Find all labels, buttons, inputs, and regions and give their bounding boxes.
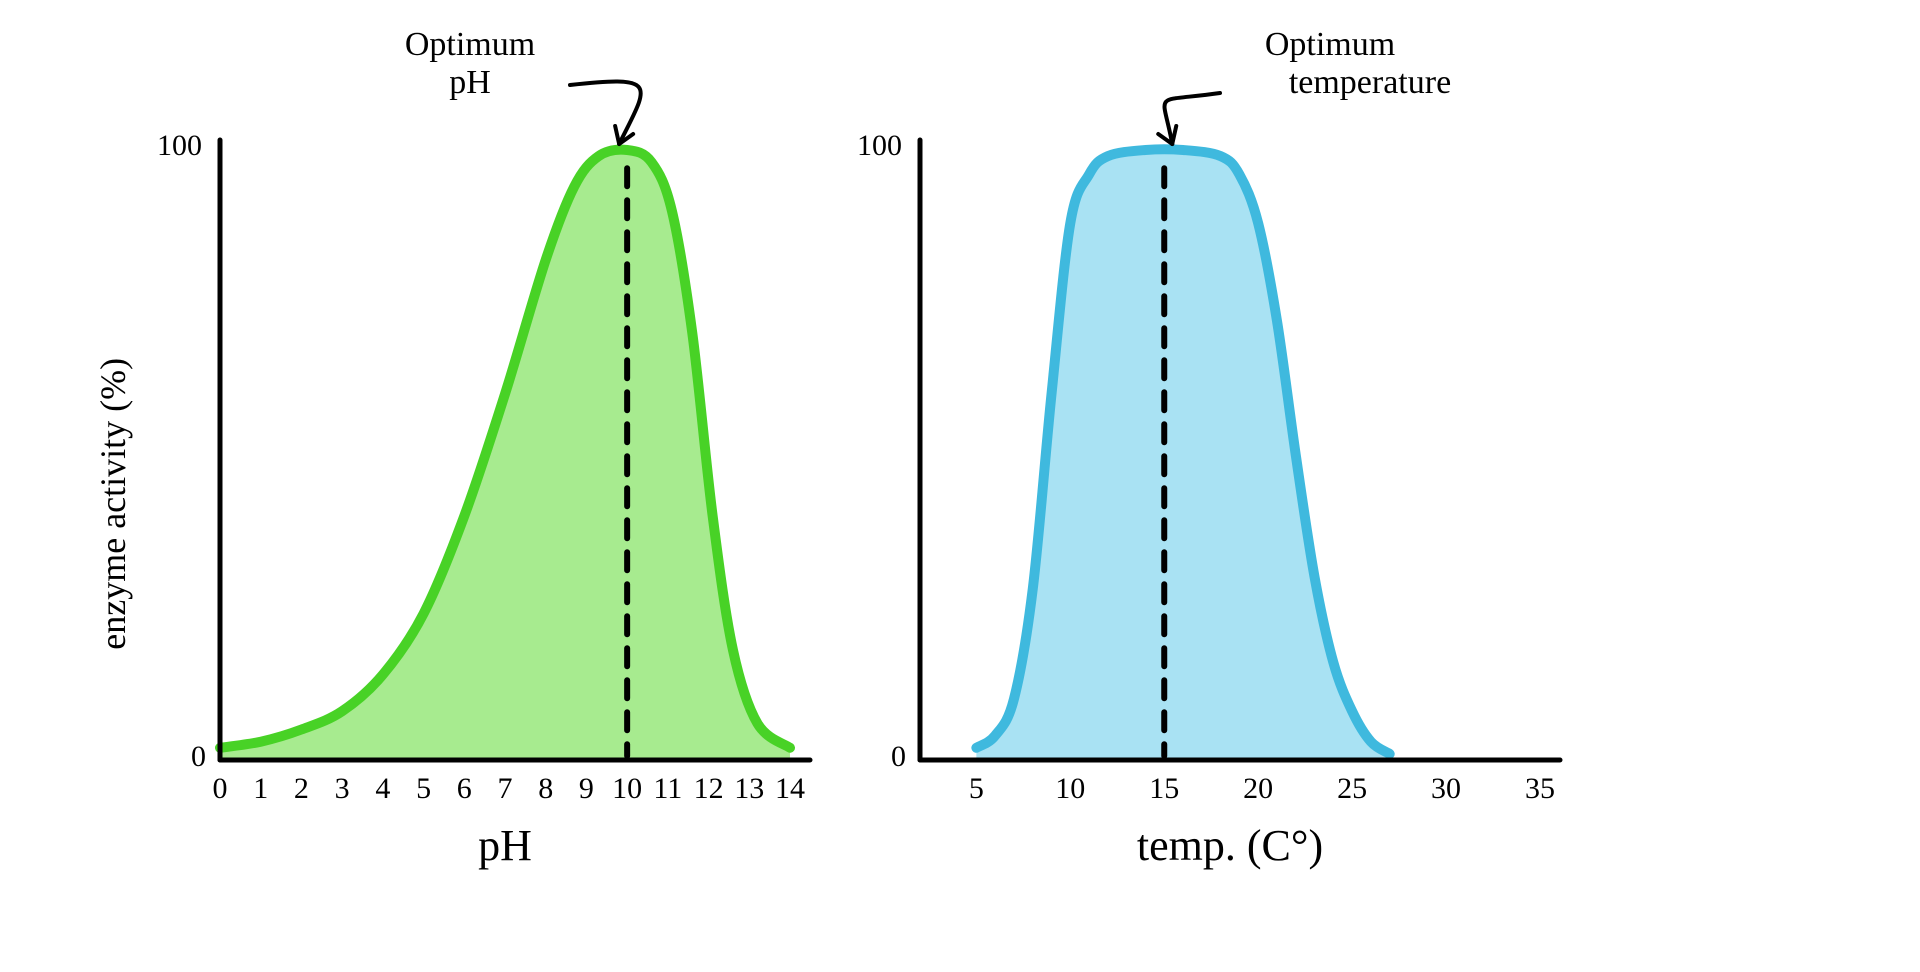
right-ytick-max: 100 — [857, 129, 902, 162]
right-x-label: temp. (C°) — [1137, 821, 1323, 870]
left-x-label: pH — [478, 821, 532, 870]
right-xtick: 5 — [969, 772, 984, 805]
left-annotation: Optimum — [405, 26, 535, 63]
right-xtick: 35 — [1525, 772, 1555, 805]
right-ytick-min: 0 — [891, 740, 906, 773]
right-chart: 100 0 5 10 15 20 25 30 35 temp. (C°) — [857, 129, 1560, 870]
right-xtick: 20 — [1243, 772, 1273, 805]
left-xtick: 5 — [416, 772, 431, 805]
right-annotation: Optimum — [1265, 26, 1395, 63]
left-xtick: 11 — [653, 772, 682, 805]
left-annotation: pH — [449, 64, 491, 101]
right-xtick: 10 — [1055, 772, 1085, 805]
left-xtick: 0 — [213, 772, 228, 805]
right-xtick: 15 — [1149, 772, 1179, 805]
enzyme-activity-charts: enzyme activity (%)100001234567891011121… — [0, 0, 1920, 972]
right-xtick: 30 — [1431, 772, 1461, 805]
left-xtick: 14 — [775, 772, 805, 805]
y-axis-label: enzyme activity (%) — [93, 358, 133, 650]
left-xtick: 7 — [498, 772, 513, 805]
right-xtick: 25 — [1337, 772, 1367, 805]
left-xtick: 8 — [538, 772, 553, 805]
right-annotation: temperature — [1289, 64, 1451, 101]
left-xtick: 6 — [457, 772, 472, 805]
left-xtick: 9 — [579, 772, 594, 805]
left-chart: 100001234567891011121314pH — [157, 129, 810, 870]
right-curve-fill — [976, 149, 1389, 760]
left-xtick: 13 — [734, 772, 764, 805]
left-xtick: 10 — [612, 772, 642, 805]
left-xtick: 4 — [375, 772, 390, 805]
left-xtick: 1 — [253, 772, 268, 805]
left-ytick-min: 0 — [191, 740, 206, 773]
left-xtick: 2 — [294, 772, 309, 805]
left-xtick: 12 — [694, 772, 724, 805]
left-ytick-max: 100 — [157, 129, 202, 162]
left-xtick: 3 — [335, 772, 350, 805]
